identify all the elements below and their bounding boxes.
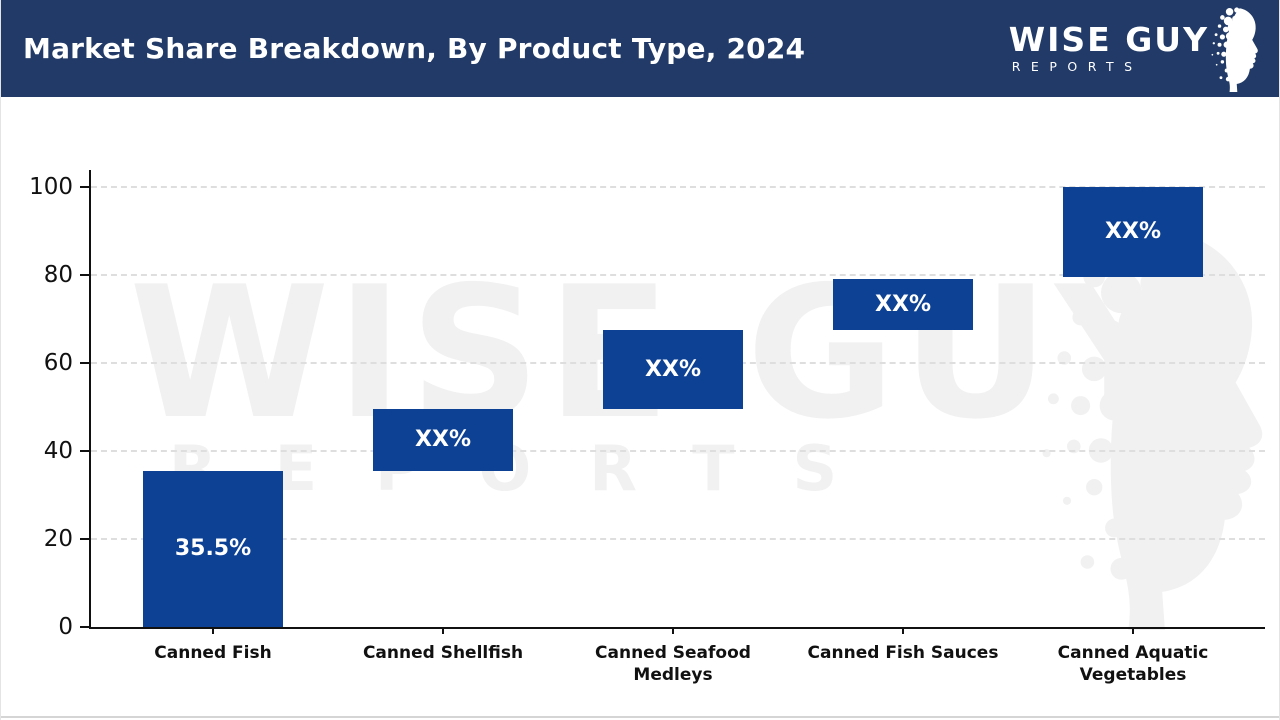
y-axis-label-80: 80	[43, 262, 73, 288]
gridline-20	[91, 538, 1265, 540]
y-axis-label-60: 60	[43, 350, 73, 376]
bar-value-label-canned-fish: 35.5%	[174, 535, 252, 561]
x-tick-mark	[442, 627, 444, 634]
bottom-border	[1, 716, 1279, 718]
y-axis-label-0: 0	[58, 614, 73, 640]
gridline-80	[91, 274, 1265, 276]
y-tick-mark	[80, 186, 89, 188]
logo-wordmark: WISE GUY	[1008, 20, 1209, 59]
x-tick-mark	[212, 627, 214, 634]
plot-area: 0 20 40 60 80 100 35.5% Canned Fish XX% Canned Sh…	[29, 170, 1265, 685]
y-tick-mark	[80, 450, 89, 452]
y-axis-label-40: 40	[43, 438, 73, 464]
bar-canned-aquatic-vegetables	[1063, 187, 1203, 278]
x-axis-label-canned-fish-sauces: Canned Fish Sauces	[807, 643, 999, 663]
logo-subtitle: REPORTS	[1011, 59, 1143, 74]
bar-value-label-canned-aquatic-vegetables: XX%	[1105, 219, 1161, 245]
bar-canned-shellfish	[373, 409, 513, 471]
bar-value-label-canned-seafood-medleys: XX%	[645, 356, 701, 382]
bar-canned-fish	[143, 470, 283, 627]
y-tick-mark	[80, 274, 89, 276]
bar-value-label-canned-fish-sauces: XX%	[875, 291, 931, 317]
y-axis-label-100: 100	[29, 174, 73, 200]
x-tick-mark	[672, 627, 674, 634]
x-axis-label-canned-seafood-medleys: Canned Seafood Medleys	[595, 643, 751, 685]
bar-value-label-canned-shellfish: XX%	[415, 427, 471, 452]
y-axis-label-20: 20	[43, 526, 73, 552]
x-axis-label-canned-shellfish: Canned Shellfish	[362, 643, 524, 663]
gridline-40	[91, 450, 1265, 452]
y-tick-mark	[80, 362, 89, 364]
y-tick-mark	[80, 626, 89, 628]
page-title: Market Share Breakdown, By Product Type,…	[23, 32, 806, 65]
x-tick-mark	[902, 627, 904, 634]
x-axis-label-canned-aquatic-vegetables: Canned Aquatic Vegetables	[1057, 643, 1209, 685]
bar-canned-fish-sauces	[833, 279, 973, 330]
wise-guy-logo: WISE GUY REPORTS	[1009, 6, 1267, 92]
x-tick-mark	[1132, 627, 1134, 634]
header-bar: Market Share Breakdown, By Product Type,…	[1, 0, 1279, 97]
gridline-100	[91, 186, 1265, 188]
y-tick-mark	[80, 538, 89, 540]
bar-canned-seafood-medleys	[603, 330, 743, 410]
x-axis-label-canned-fish: Canned Fish	[154, 643, 272, 663]
